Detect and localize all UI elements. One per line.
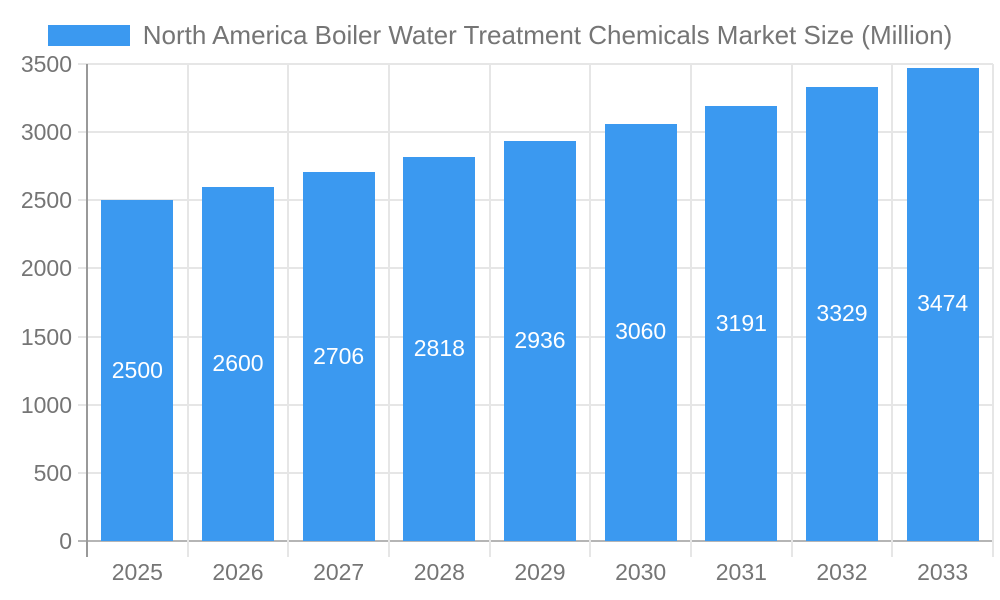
- y-axis-tick-label: 500: [33, 459, 72, 486]
- y-axis-tick-label: 1500: [20, 323, 72, 350]
- x-axis-tick-label: 2026: [212, 559, 264, 585]
- y-axis-tick-label: 3000: [20, 119, 72, 146]
- y-axis-tick-label: 2500: [20, 187, 72, 214]
- y-gridline: [78, 540, 993, 542]
- y-axis-tick-label: 2000: [20, 255, 72, 282]
- x-gridline: [992, 64, 994, 557]
- x-axis-tick-label: 2031: [715, 559, 767, 585]
- x-gridline: [488, 64, 491, 557]
- x-gridline: [186, 64, 189, 557]
- y-axis-tick-label: 3500: [20, 51, 72, 77]
- y-axis-tick-label: 0: [59, 528, 72, 554]
- x-axis-tick-label: 2033: [917, 559, 969, 585]
- x-axis-tick-label: 2028: [413, 559, 465, 585]
- legend-item[interactable]: North America Boiler Water Treatment Che…: [0, 20, 1000, 51]
- y-axis-line: [86, 64, 88, 557]
- x-gridline: [287, 64, 290, 557]
- bar[interactable]: [906, 67, 979, 541]
- x-gridline: [891, 64, 894, 557]
- x-axis-tick-label: 2030: [615, 559, 667, 585]
- bar[interactable]: [403, 156, 476, 541]
- x-axis-tick-label: 2025: [111, 559, 163, 585]
- x-axis-tick-label: 2029: [514, 559, 566, 585]
- bar[interactable]: [504, 140, 576, 541]
- x-gridline: [388, 64, 390, 557]
- legend-label: North America Boiler Water Treatment Che…: [142, 20, 953, 50]
- x-gridline: [589, 64, 592, 557]
- y-gridline: [78, 131, 993, 134]
- legend-swatch-icon: [47, 25, 130, 46]
- x-axis-tick-label: 2032: [816, 559, 868, 585]
- y-axis-tick-label: 1000: [20, 391, 72, 418]
- bar[interactable]: [101, 200, 174, 541]
- y-gridline: [78, 63, 993, 65]
- bar[interactable]: [302, 172, 375, 541]
- bar[interactable]: [806, 87, 878, 541]
- bar[interactable]: [202, 186, 274, 541]
- x-gridline: [790, 64, 793, 557]
- bar[interactable]: [604, 123, 677, 541]
- bar[interactable]: [705, 106, 778, 541]
- x-gridline: [690, 64, 692, 557]
- x-axis-tick-label: 2027: [313, 559, 365, 585]
